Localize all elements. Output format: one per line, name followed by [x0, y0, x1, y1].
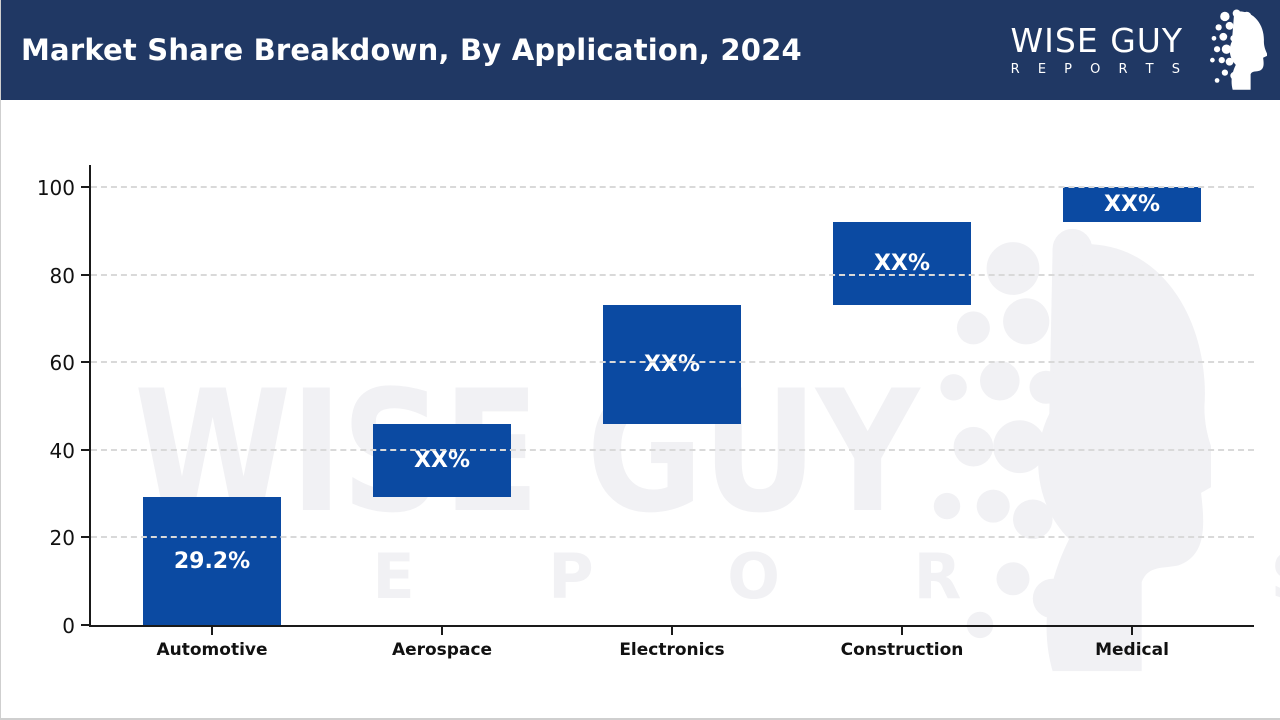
bar: XX% — [1063, 187, 1201, 223]
y-tick-mark — [81, 186, 89, 188]
category-label: Construction — [840, 640, 964, 660]
logo-name-text: WISE GUY — [1010, 21, 1184, 60]
category-label: Automotive — [156, 640, 268, 660]
x-tick-mark — [671, 627, 673, 635]
y-tick-label: 80 — [49, 263, 75, 288]
report-header: Market Share Breakdown, By Application, … — [1, 0, 1280, 100]
y-axis-line — [89, 165, 91, 627]
chart-area: WISE GUY R E P O R T S 0 20 40 60 80 100 29.2%… — [1, 100, 1280, 718]
gridline — [91, 536, 1254, 539]
y-tick-label: 20 — [49, 526, 75, 551]
y-tick-label: 40 — [49, 438, 75, 463]
bar-value-label: XX% — [414, 448, 470, 474]
gridline — [91, 361, 1254, 364]
category-label: Medical — [1095, 640, 1169, 660]
gridline — [91, 186, 1254, 188]
bar-value-label: XX% — [874, 250, 930, 276]
y-tick-mark — [81, 361, 89, 364]
wise-guy-logo: WISE GUY R E P O R T S — [1007, 0, 1267, 100]
bar: XX% — [373, 423, 511, 498]
watermark-head-icon — [933, 228, 1211, 672]
x-tick-mark — [1131, 627, 1133, 635]
bar-value-label: XX% — [644, 351, 700, 377]
y-tick-mark — [81, 448, 89, 451]
plot: 0 20 40 60 80 100 29.2% Automotive XX% Aerospace X… — [1, 100, 1280, 718]
bar: 29.2% — [143, 497, 281, 625]
bar-value-label: 29.2% — [173, 548, 251, 574]
page-title: Market Share Breakdown, By Application, … — [21, 33, 802, 67]
x-tick-mark — [211, 627, 213, 635]
x-tick-mark — [901, 627, 903, 635]
category-label: Electronics — [619, 640, 725, 660]
bar: XX% — [833, 222, 971, 305]
category-label: Aerospace — [391, 640, 493, 660]
logo-sub-text: R E P O R T S — [1010, 62, 1187, 77]
bar: XX% — [603, 304, 741, 424]
gridline — [91, 273, 1254, 276]
y-tick-mark — [81, 624, 89, 626]
wise-guy-head-icon — [1210, 9, 1267, 90]
bar-value-label: XX% — [1104, 192, 1160, 218]
y-tick-mark — [81, 273, 89, 276]
y-tick-label: 100 — [36, 176, 75, 200]
x-axis-line — [89, 625, 1254, 627]
y-tick-label: 60 — [49, 351, 75, 376]
logo-wordmark: WISE GUY R E P O R T S — [1007, 24, 1187, 76]
x-tick-mark — [441, 627, 443, 635]
y-tick-mark — [81, 536, 89, 539]
gridline — [91, 448, 1254, 451]
y-tick-label: 0 — [62, 614, 75, 638]
